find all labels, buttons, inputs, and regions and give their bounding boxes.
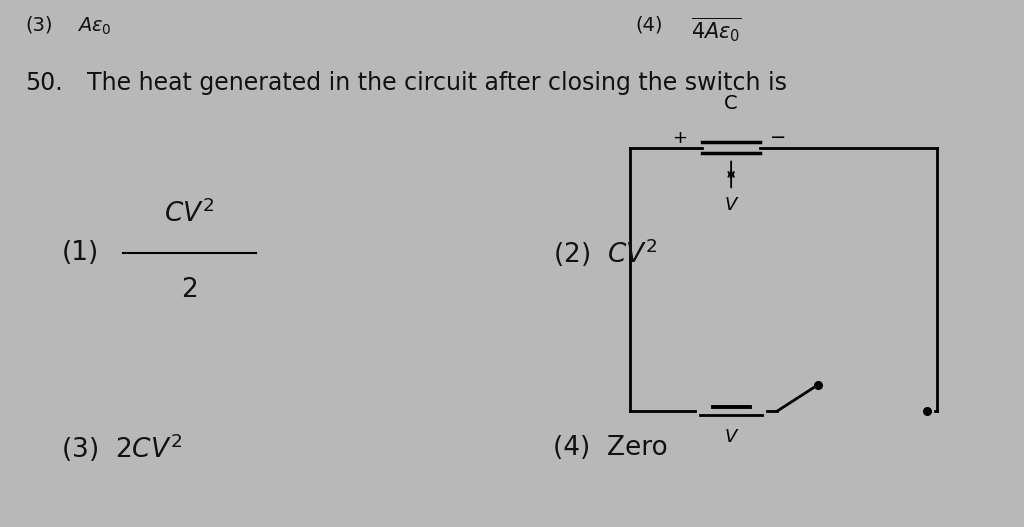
Text: $\overline{4A\varepsilon_0}$: $\overline{4A\varepsilon_0}$ (691, 16, 742, 45)
Text: +: + (673, 129, 687, 147)
Text: $CV^2$: $CV^2$ (164, 199, 215, 228)
Text: V: V (725, 196, 737, 213)
Text: (3): (3) (26, 16, 53, 35)
Text: −: − (770, 128, 786, 147)
Text: 2: 2 (181, 277, 198, 303)
Text: (1): (1) (61, 240, 98, 266)
Text: $A\varepsilon_0$: $A\varepsilon_0$ (77, 16, 112, 37)
Text: (4)  Zero: (4) Zero (553, 435, 668, 461)
Text: (3)  $2CV^2$: (3) $2CV^2$ (61, 432, 182, 464)
Text: C: C (724, 94, 738, 113)
Text: (4): (4) (635, 16, 663, 35)
Text: 50.: 50. (26, 71, 63, 95)
Text: V: V (725, 428, 737, 446)
Text: (2)  $CV^2$: (2) $CV^2$ (553, 237, 657, 269)
Text: The heat generated in the circuit after closing the switch is: The heat generated in the circuit after … (87, 71, 787, 95)
